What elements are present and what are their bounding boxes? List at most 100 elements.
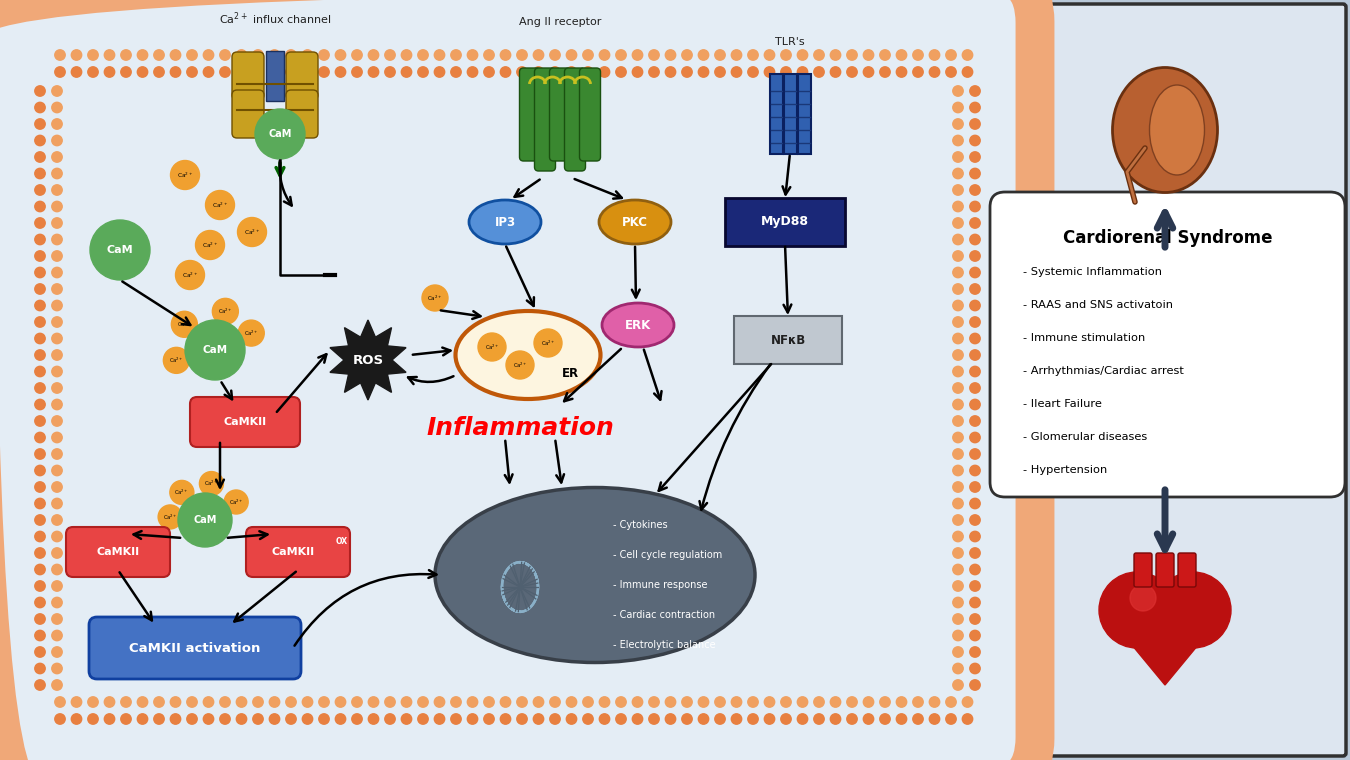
Circle shape — [969, 268, 980, 277]
Circle shape — [953, 499, 963, 508]
Circle shape — [748, 714, 759, 724]
Circle shape — [352, 714, 362, 724]
Circle shape — [698, 697, 709, 708]
Circle shape — [748, 67, 759, 78]
Circle shape — [186, 67, 197, 78]
Circle shape — [969, 679, 980, 690]
Circle shape — [583, 697, 593, 708]
Circle shape — [953, 234, 963, 245]
Circle shape — [35, 201, 45, 212]
Circle shape — [953, 564, 963, 575]
FancyBboxPatch shape — [190, 397, 300, 447]
Circle shape — [1156, 572, 1231, 648]
Circle shape — [969, 300, 980, 311]
Circle shape — [352, 50, 362, 60]
Circle shape — [220, 67, 231, 78]
Circle shape — [186, 50, 197, 60]
Circle shape — [549, 50, 560, 60]
Circle shape — [35, 482, 45, 492]
Circle shape — [483, 50, 494, 60]
Text: - RAAS and SNS activatoin: - RAAS and SNS activatoin — [1023, 300, 1173, 310]
Circle shape — [35, 152, 45, 162]
Circle shape — [467, 697, 478, 708]
Circle shape — [35, 366, 45, 377]
Circle shape — [335, 67, 346, 78]
Circle shape — [953, 317, 963, 328]
Circle shape — [953, 663, 963, 673]
Circle shape — [566, 50, 576, 60]
Circle shape — [566, 714, 576, 724]
Circle shape — [236, 697, 247, 708]
Circle shape — [423, 285, 448, 311]
Circle shape — [335, 714, 346, 724]
Circle shape — [953, 614, 963, 624]
Circle shape — [666, 67, 676, 78]
FancyBboxPatch shape — [734, 316, 842, 364]
Circle shape — [51, 449, 62, 459]
Circle shape — [51, 531, 62, 542]
Circle shape — [953, 152, 963, 162]
Circle shape — [698, 67, 709, 78]
Circle shape — [599, 714, 610, 724]
Text: - Systemic Inflammation: - Systemic Inflammation — [1023, 267, 1162, 277]
Circle shape — [682, 50, 693, 60]
Circle shape — [880, 697, 890, 708]
Circle shape — [929, 714, 940, 724]
Circle shape — [170, 160, 200, 189]
Circle shape — [846, 67, 857, 78]
Circle shape — [252, 714, 263, 724]
Circle shape — [401, 67, 412, 78]
Circle shape — [51, 515, 62, 525]
Circle shape — [1130, 585, 1156, 611]
Circle shape — [880, 50, 890, 60]
Circle shape — [401, 697, 412, 708]
Circle shape — [35, 531, 45, 542]
Circle shape — [814, 714, 825, 724]
Circle shape — [35, 515, 45, 525]
Circle shape — [953, 334, 963, 344]
Circle shape — [483, 697, 494, 708]
Circle shape — [51, 168, 62, 179]
FancyBboxPatch shape — [232, 90, 265, 138]
Circle shape — [814, 67, 825, 78]
Circle shape — [732, 50, 741, 60]
Text: Ca$^{2+}$: Ca$^{2+}$ — [177, 320, 192, 329]
Circle shape — [953, 399, 963, 410]
Circle shape — [35, 630, 45, 641]
Circle shape — [863, 67, 873, 78]
Circle shape — [417, 50, 428, 60]
Circle shape — [35, 185, 45, 195]
Circle shape — [583, 67, 593, 78]
Circle shape — [154, 714, 165, 724]
Circle shape — [896, 50, 907, 60]
Circle shape — [104, 67, 115, 78]
Circle shape — [286, 67, 296, 78]
Circle shape — [435, 50, 444, 60]
Circle shape — [953, 548, 963, 558]
Circle shape — [369, 50, 379, 60]
FancyBboxPatch shape — [1156, 553, 1174, 587]
Circle shape — [953, 201, 963, 212]
Circle shape — [269, 50, 279, 60]
Circle shape — [549, 697, 560, 708]
Circle shape — [51, 103, 62, 112]
Circle shape — [969, 119, 980, 129]
FancyBboxPatch shape — [725, 198, 845, 246]
Circle shape — [35, 416, 45, 426]
Circle shape — [946, 50, 956, 60]
Circle shape — [51, 663, 62, 673]
Circle shape — [969, 399, 980, 410]
Circle shape — [35, 663, 45, 673]
Circle shape — [953, 630, 963, 641]
Circle shape — [946, 697, 956, 708]
Circle shape — [953, 86, 963, 97]
Circle shape — [506, 351, 535, 379]
Text: Ca$^{2+}$: Ca$^{2+}$ — [163, 512, 177, 521]
Circle shape — [880, 714, 890, 724]
Circle shape — [846, 697, 857, 708]
Circle shape — [451, 714, 462, 724]
Circle shape — [748, 697, 759, 708]
Circle shape — [616, 697, 626, 708]
Circle shape — [814, 697, 825, 708]
Circle shape — [35, 499, 45, 508]
